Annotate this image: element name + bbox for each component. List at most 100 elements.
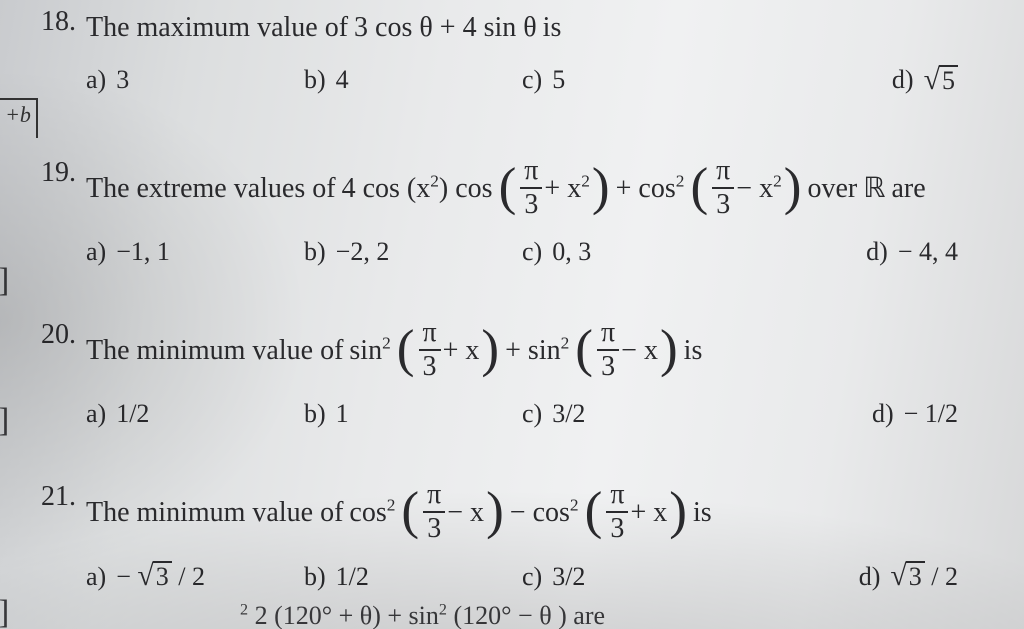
q19-term1-tail-text: + x <box>544 173 581 204</box>
q21-option-a-radicand: 3 <box>153 561 172 590</box>
q18-option-d-radicand: 5 <box>939 65 958 94</box>
q19-frac2-den: 3 <box>712 187 734 219</box>
q19-mid-sup: 2 <box>676 171 685 190</box>
q20-term2-tail: − x <box>621 331 658 370</box>
q21-frac2-den: 3 <box>606 511 628 543</box>
q20-option-c-label: c) <box>522 399 542 429</box>
q21-mid-sup: 2 <box>570 495 579 514</box>
q19-term2-sup: 2 <box>773 171 782 190</box>
q20-frac-2: π 3 <box>597 319 619 381</box>
q19-option-a: a) −1, 1 <box>86 237 304 267</box>
q21-option-d-value: √ 3 / 2 <box>890 561 958 592</box>
q21-fn1-sup: 2 <box>387 495 396 514</box>
q21-paren-2: π 3 + x <box>585 481 687 543</box>
gutter-fragment-plus-b: +b <box>0 98 38 138</box>
exam-page: +b ] ] ] 18. The maximum value of 3 cos … <box>0 6 1024 629</box>
cutoff-sup-2: 2 <box>439 601 447 618</box>
question-19-stem: The extreme values of 4 cos (x2) cos π 3… <box>86 157 998 219</box>
q20-option-b: b) 1 <box>304 399 522 429</box>
question-20-stem: The minimum value of sin2 π 3 + x + sin2… <box>86 319 998 381</box>
q19-paren-2: π 3 − x2 <box>690 157 801 219</box>
q20-frac1-den: 3 <box>419 349 441 381</box>
q20-frac-1: π 3 <box>418 319 440 381</box>
q19-option-c-label: c) <box>522 237 542 267</box>
q20-frac1-num: π <box>418 319 440 349</box>
q21-text-a: The minimum value of <box>86 493 343 532</box>
question-19-number: 19. <box>28 157 76 189</box>
q19-text-c: are <box>891 169 925 208</box>
q20-option-d: d) − 1/2 <box>740 399 968 429</box>
q19-option-d-value: − 4, 4 <box>898 237 958 267</box>
q20-option-a: a) 1/2 <box>86 399 304 429</box>
q21-text-b: is <box>693 493 712 532</box>
q19-frac-1: π 3 <box>520 157 542 219</box>
q21-option-d: d) √ 3 / 2 <box>740 561 968 592</box>
q19-real-numbers: ℝ <box>863 169 885 208</box>
q20-paren-1: π 3 + x <box>397 319 499 381</box>
gutter-bracket-2: ] <box>0 404 9 438</box>
q20-option-d-label: d) <box>872 399 894 429</box>
question-20: 20. The minimum value of sin2 π 3 + x + … <box>86 319 998 429</box>
q21-mid-text: − cos <box>510 497 570 528</box>
q19-coef-sup: 2 <box>430 171 439 190</box>
q18-option-b-value: 4 <box>336 65 349 95</box>
q19-option-a-label: a) <box>86 237 106 267</box>
q18-option-c-label: c) <box>522 65 542 95</box>
q21-option-b: b) 1/2 <box>304 561 522 592</box>
gutter-plus-b-text: +b <box>5 102 31 128</box>
q21-frac2-num: π <box>606 481 628 511</box>
question-18-stem: The maximum value of 3 cos θ + 4 sin θ i… <box>86 8 998 47</box>
q21-option-d-tail: / 2 <box>931 562 958 591</box>
q21-frac1-den: 3 <box>423 511 445 543</box>
q20-option-c: c) 3/2 <box>522 399 740 429</box>
q19-option-b-label: b) <box>304 237 326 267</box>
q19-option-c: c) 0, 3 <box>522 237 740 267</box>
q21-frac-1: π 3 <box>423 481 445 543</box>
q19-paren-1: π 3 + x2 <box>499 157 610 219</box>
q18-option-a-value: 3 <box>116 65 129 95</box>
q20-option-b-value: 1 <box>336 399 349 429</box>
q21-option-a-tail: / 2 <box>178 562 205 591</box>
q20-option-a-value: 1/2 <box>116 399 149 429</box>
q21-option-a-label: a) <box>86 562 106 592</box>
q21-option-c-value: 3/2 <box>552 562 585 592</box>
q18-option-d: d) √ 5 <box>740 65 968 95</box>
question-20-options: a) 1/2 b) 1 c) 3/2 d) − 1/2 <box>86 399 998 429</box>
q21-paren-1: π 3 − x <box>401 481 503 543</box>
q21-option-d-radicand: 3 <box>906 561 925 590</box>
q20-mid-text: + sin <box>505 335 560 366</box>
surd-icon: √ <box>137 561 153 591</box>
q21-option-d-sqrt: √ 3 <box>890 561 924 591</box>
q20-frac2-num: π <box>597 319 619 349</box>
q20-option-d-value: − 1/2 <box>904 399 958 429</box>
q19-mid: + cos2 <box>616 169 685 208</box>
q19-frac2-num: π <box>712 157 734 187</box>
q21-option-a-value: − √ 3 / 2 <box>116 561 205 592</box>
q19-term2-tail: − x2 <box>736 169 781 208</box>
q20-option-c-value: 3/2 <box>552 399 585 429</box>
q19-coef: 4 cos (x2) cos <box>342 169 493 208</box>
question-19: 19. The extreme values of 4 cos (x2) cos… <box>86 157 998 267</box>
q19-option-c-value: 0, 3 <box>552 237 591 267</box>
q19-option-d: d) − 4, 4 <box>740 237 968 267</box>
q18-text-b: is <box>543 8 562 47</box>
q18-option-d-sqrt: √ 5 <box>924 65 958 95</box>
q20-mid-sup: 2 <box>561 333 570 352</box>
q20-text-a: The minimum value of <box>86 331 343 370</box>
gutter-bracket-1: ] <box>0 264 9 298</box>
question-18-number: 18. <box>28 6 76 38</box>
q19-term1-tail: + x2 <box>544 169 589 208</box>
q18-option-b-label: b) <box>304 65 326 95</box>
q19-frac1-den: 3 <box>520 187 542 219</box>
q18-option-c: c) 5 <box>522 65 740 95</box>
q21-option-c: c) 3/2 <box>522 561 740 592</box>
q21-fn1: cos2 <box>349 493 395 532</box>
q20-mid: + sin2 <box>505 331 569 370</box>
question-20-number: 20. <box>28 319 76 351</box>
q21-fn1-text: cos <box>349 497 386 528</box>
q21-option-b-label: b) <box>304 562 326 592</box>
q19-term1-sup: 2 <box>581 171 590 190</box>
q18-option-a: a) 3 <box>86 65 304 95</box>
q19-option-d-label: d) <box>866 237 888 267</box>
q20-fn1-sup: 2 <box>382 333 391 352</box>
